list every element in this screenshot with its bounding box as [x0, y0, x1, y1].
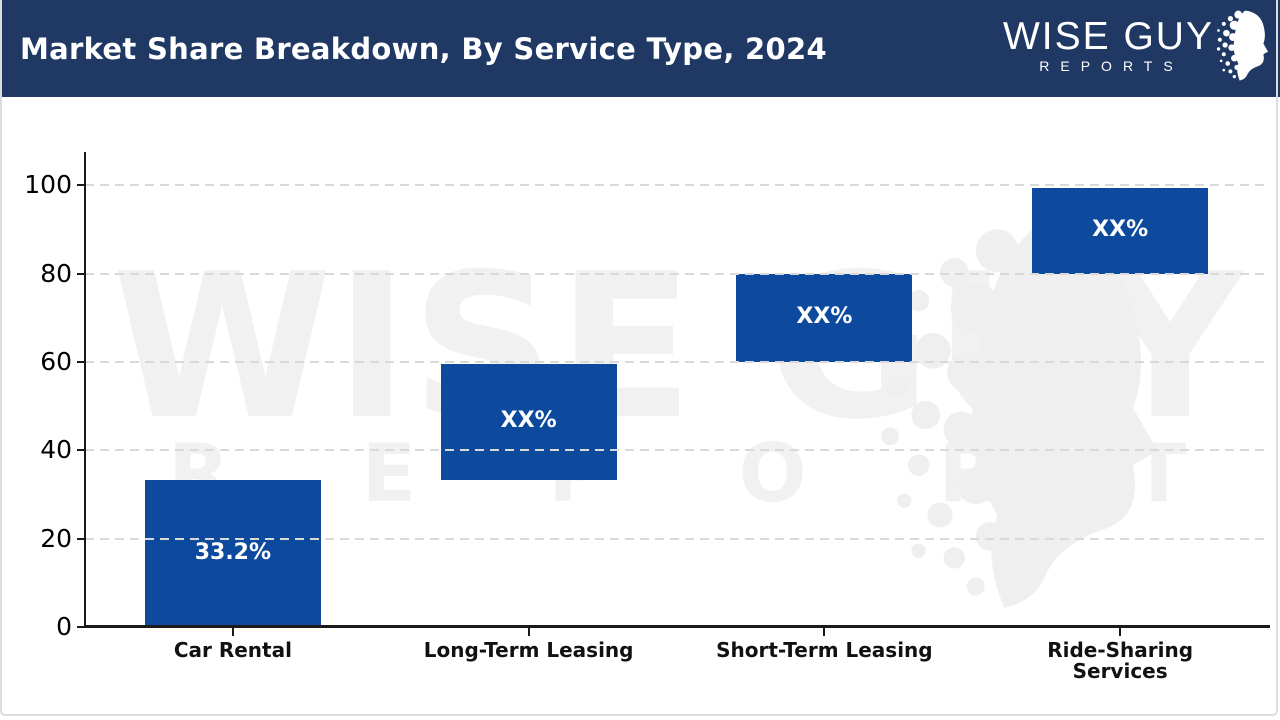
watermark-face	[800, 215, 1180, 619]
brand-logo: WISE GUY REPORTS	[1003, 4, 1270, 86]
bar-value-label: XX%	[1092, 216, 1149, 242]
y-tick-label: 20	[40, 523, 72, 553]
gridline-100	[85, 184, 1268, 187]
y-tick-label: 100	[24, 170, 72, 200]
x-tick-mark	[1119, 628, 1122, 636]
gridline-40	[85, 449, 1268, 452]
brand-subname: REPORTS	[1039, 58, 1184, 74]
gridline-80	[85, 272, 1268, 275]
x-tick-mark	[231, 628, 234, 636]
y-tick-mark	[77, 272, 85, 275]
y-tick-mark	[77, 449, 85, 452]
brand-logo-text: WISE GUY REPORTS	[1003, 17, 1214, 73]
bar-value-label: XX%	[500, 408, 557, 434]
x-tick-mark	[527, 628, 530, 636]
gridline-20	[85, 537, 1268, 540]
x-tick-mark	[823, 628, 826, 636]
brand-name: WISE GUY	[1002, 15, 1214, 58]
bar-value-label: XX%	[796, 303, 853, 329]
dotted-face-icon	[1216, 10, 1269, 81]
bar-car-rental	[144, 480, 321, 627]
bar-short-term-leasing	[736, 273, 913, 362]
bar-long-term-leasing	[440, 364, 617, 481]
y-axis-spine	[84, 152, 86, 628]
x-tick-label: Short-Term Leasing	[716, 638, 933, 662]
y-tick-label: 60	[40, 346, 72, 376]
bar-value-label: 33.2%	[194, 539, 272, 565]
bar-ride-sharing-services	[1032, 187, 1209, 274]
chart-title: Market Share Breakdown, By Service Type,…	[20, 31, 827, 66]
x-tick-label: Long-Term Leasing	[423, 638, 634, 662]
gridline-60	[85, 360, 1268, 363]
y-tick-mark	[77, 537, 85, 540]
y-tick-mark	[77, 184, 85, 187]
y-tick-mark	[77, 626, 85, 628]
x-axis-spine	[84, 625, 1270, 628]
y-tick-label: 40	[40, 435, 72, 465]
y-tick-label: 80	[40, 258, 72, 288]
x-tick-label: Car Rental	[173, 638, 292, 662]
y-tick-label: 0	[56, 612, 72, 641]
header: Market Share Breakdown, By Service Type,…	[0, 0, 1280, 97]
dotted-face-watermark-icon	[881, 229, 1158, 608]
x-tick-label: Ride-Sharing Services	[1047, 638, 1194, 683]
y-tick-mark	[77, 360, 85, 363]
